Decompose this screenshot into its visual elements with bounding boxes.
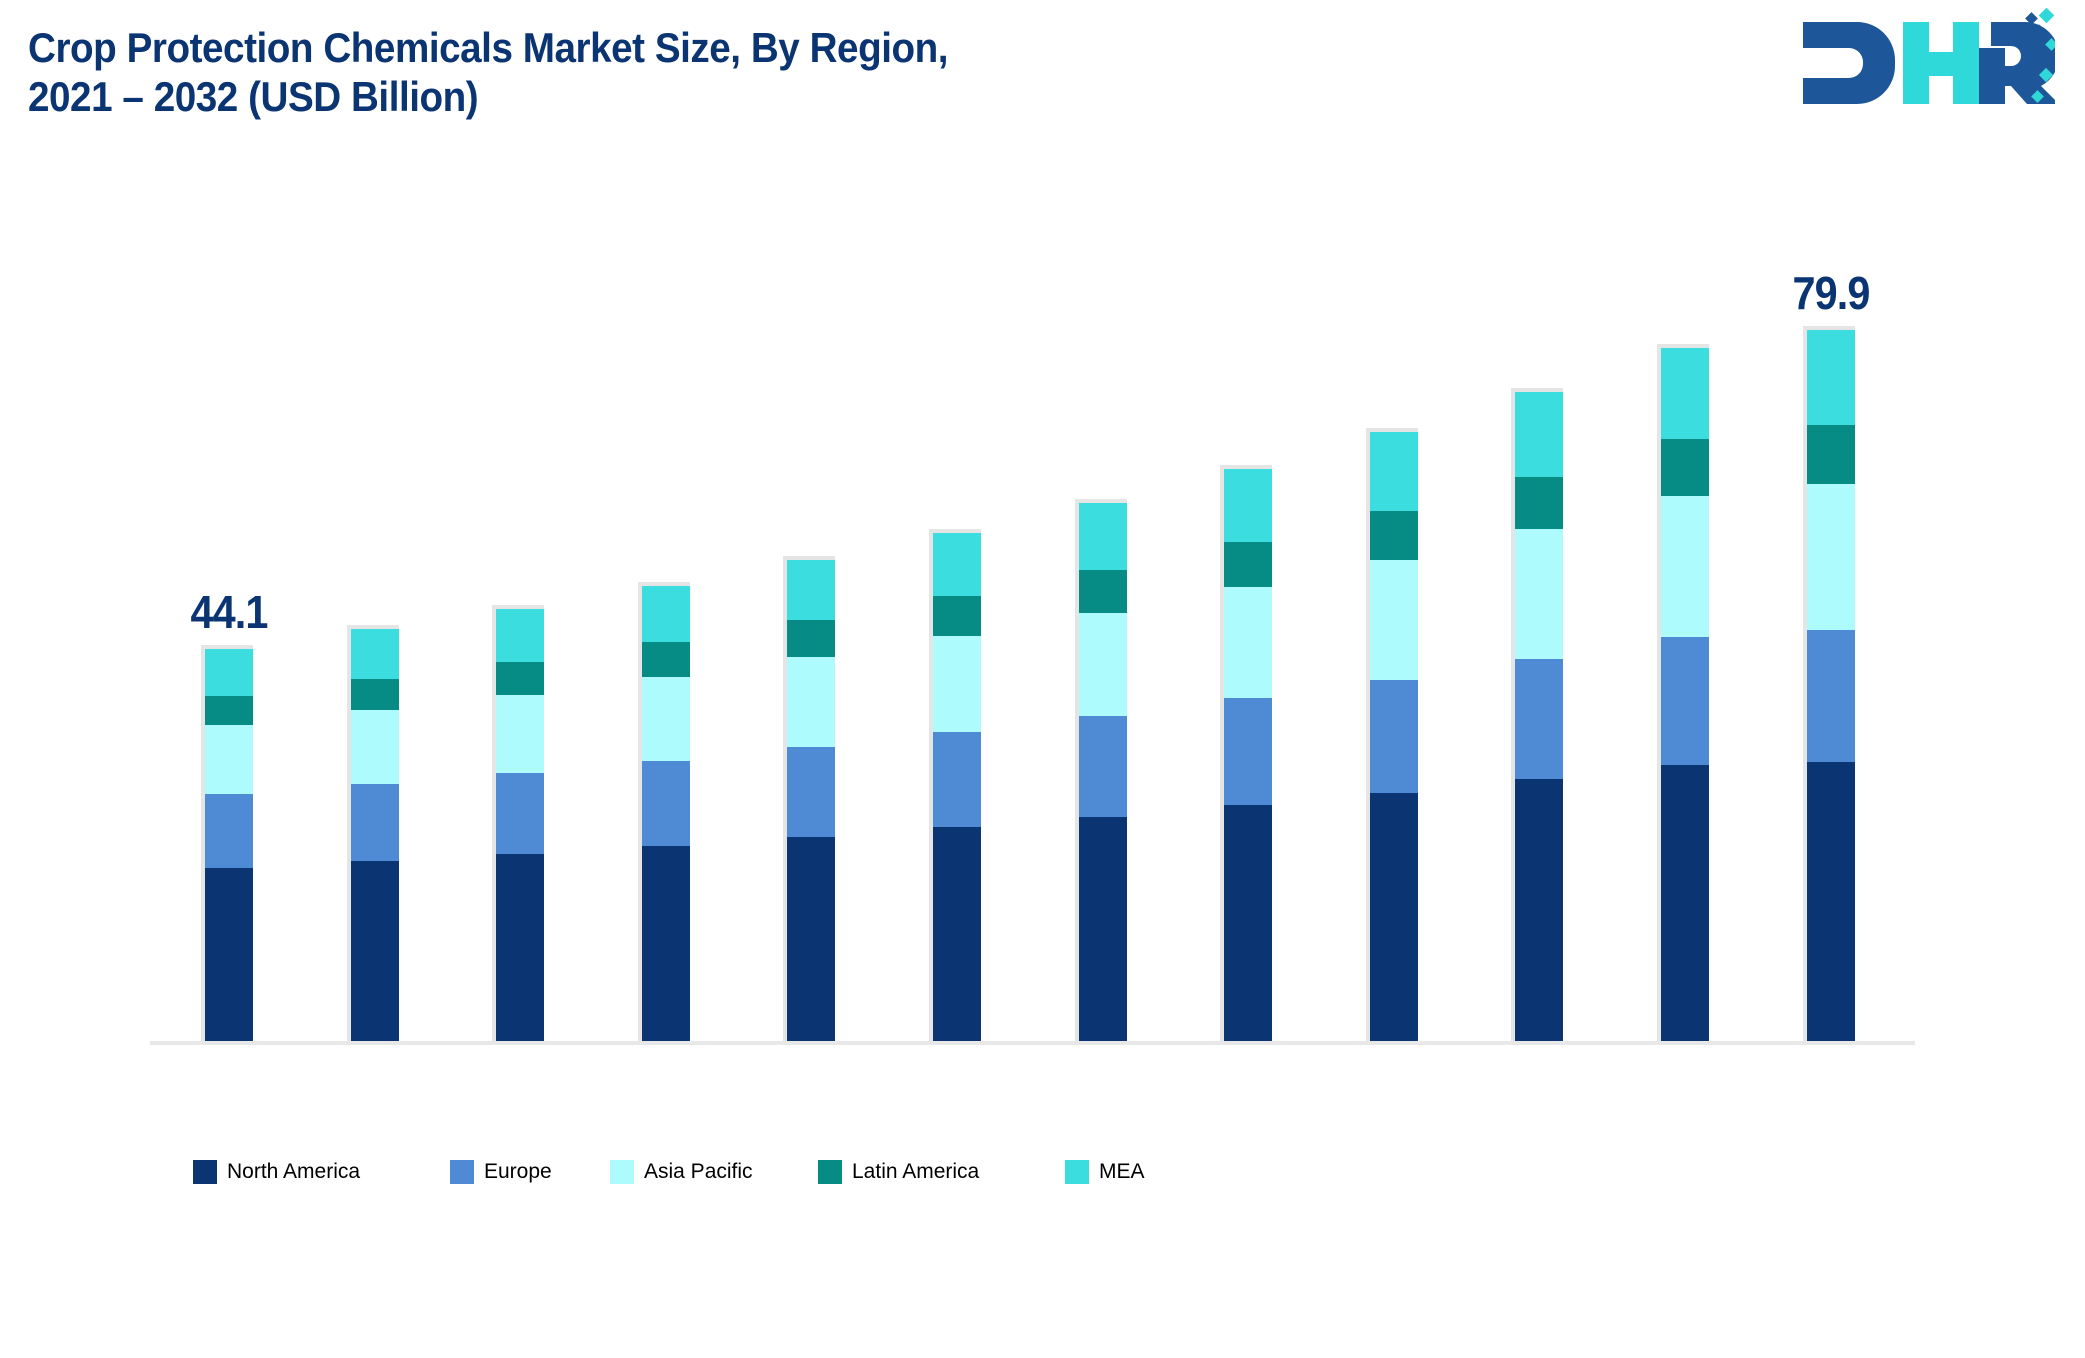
bar-segment[interactable] [1078,716,1127,817]
title-line-1: Crop Protection Chemicals Market Size, B… [28,24,949,71]
bar-column[interactable] [1515,392,1564,1041]
bar-segment[interactable] [1661,347,1709,440]
bar-segment[interactable] [350,783,399,862]
bar-segment[interactable] [350,709,399,784]
plot-area: 44.1 79.9 [150,266,1915,1045]
bar-segment[interactable] [1806,630,1855,762]
legend-item[interactable]: North America [193,1160,360,1184]
bar-segment[interactable] [1515,529,1564,660]
legend-swatch [193,1160,217,1184]
bar-segment[interactable] [350,628,399,679]
bar-segment[interactable] [641,586,690,643]
bar-segment[interactable] [1661,439,1709,497]
bar-segment[interactable] [496,773,545,855]
bar-segment[interactable] [641,846,690,1041]
bar-segment[interactable] [933,732,981,828]
bar-segment[interactable] [205,794,253,869]
bars-layer [201,325,1855,1041]
bar-segment[interactable] [1224,805,1273,1041]
bar-column[interactable] [1224,468,1273,1041]
bar-segment[interactable] [1806,424,1855,484]
bar-segment[interactable] [641,677,690,761]
bar-segment[interactable] [787,560,836,621]
bar-segment[interactable] [1661,636,1709,766]
legend-swatch [610,1160,634,1184]
bar-segment[interactable] [1661,496,1709,637]
bar-segment[interactable] [1078,570,1127,613]
bar-segment[interactable] [1369,510,1418,560]
x-axis-line [150,1041,1915,1045]
bar-column[interactable] [1078,502,1127,1041]
bar-segment[interactable] [787,620,836,658]
bar-segment[interactable] [1806,761,1855,1041]
bar-segment[interactable] [1078,502,1127,571]
bar-segment[interactable] [933,827,981,1041]
bar-segment[interactable] [205,648,253,696]
bar-column[interactable] [496,609,545,1041]
legend-label: MEA [1099,1160,1145,1183]
dhr-logo-svg [1803,7,2059,104]
bar-segment[interactable] [641,760,690,847]
bar-value-label: 79.9 [1792,266,1870,319]
bar-column[interactable] [1369,432,1418,1041]
bar-column[interactable] [933,532,981,1041]
bar-segment[interactable] [1661,765,1709,1041]
bar-column[interactable] [205,648,253,1041]
legend-label: North America [227,1160,361,1183]
bar-segment[interactable] [641,642,690,677]
legend-item[interactable]: Asia Pacific [610,1160,753,1184]
bar-segment[interactable] [350,861,399,1041]
legend-label: Europe [484,1160,552,1183]
bar-value-label: 44.1 [190,585,269,638]
bar-segment[interactable] [205,695,253,726]
bar-segment[interactable] [496,609,545,662]
dhr-logo [1795,7,2059,118]
bar-column[interactable] [641,586,690,1041]
legend-label: Asia Pacific [644,1160,753,1183]
bar-segment[interactable] [1369,792,1418,1041]
bar-column[interactable] [350,628,399,1041]
title-line-2: 2021 – 2032 (USD Billion) [28,72,479,120]
chart-legend: North America Europe Asia Pacific Latin Ame… [0,1160,2085,1220]
legend-swatch [1065,1160,1089,1184]
bar-segment[interactable] [933,636,981,733]
bar-segment[interactable] [787,837,836,1041]
legend-label: Latin America [852,1160,980,1183]
bar-segment[interactable] [787,747,836,838]
bar-segment[interactable] [496,661,545,695]
bar-segment[interactable] [1515,476,1564,530]
bar-segment[interactable] [933,596,981,637]
bar-segment[interactable] [933,532,981,597]
bar-segment[interactable] [205,868,253,1041]
legend-swatch [818,1160,842,1184]
bar-segment[interactable] [1369,559,1418,680]
bar-segment[interactable] [1224,541,1273,588]
bar-segment[interactable] [1369,679,1418,793]
bar-column[interactable] [1661,347,1709,1041]
bar-segment[interactable] [1078,816,1127,1041]
page-title: Crop Protection Chemicals Market Size, B… [28,24,1270,121]
bar-segment[interactable] [1515,659,1564,780]
bar-segment[interactable] [1806,329,1855,425]
legend-item[interactable]: MEA [1065,1160,1145,1184]
bar-segment[interactable] [1224,468,1273,542]
legend-item[interactable]: Latin America [818,1160,979,1184]
bar-segment[interactable] [1515,779,1564,1041]
bar-column[interactable] [787,560,836,1041]
bar-segment[interactable] [496,854,545,1041]
bar-segment[interactable] [350,678,399,710]
bar-segment[interactable] [1515,392,1564,477]
bar-segment[interactable] [1369,432,1418,511]
legend-swatch [450,1160,474,1184]
bar-segment[interactable] [1806,483,1855,631]
bar-column[interactable] [1806,329,1855,1041]
legend-item[interactable]: Europe [450,1160,552,1184]
bar-segment[interactable] [496,694,545,774]
bar-segment[interactable] [205,725,253,795]
bar-segment[interactable] [787,657,836,748]
bar-segment[interactable] [1224,698,1273,806]
bar-segment[interactable] [1224,587,1273,699]
bar-segment[interactable] [1078,612,1127,717]
